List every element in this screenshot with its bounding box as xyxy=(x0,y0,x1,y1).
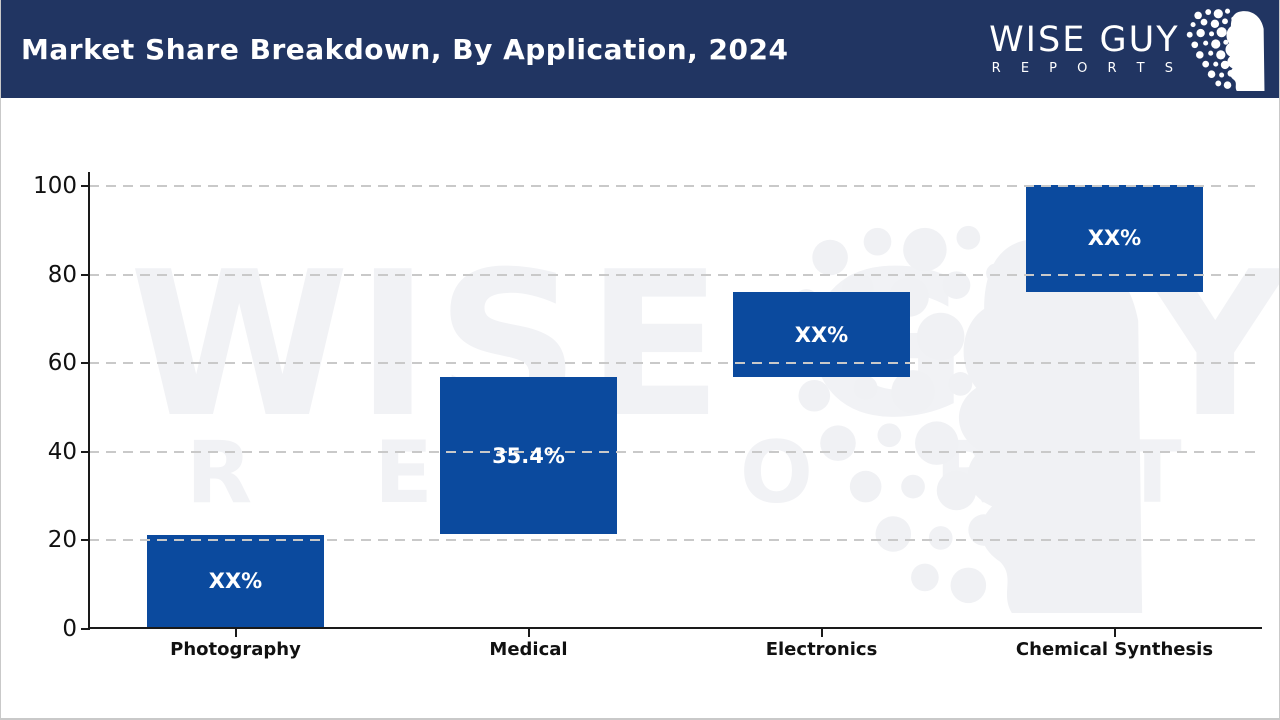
x-category-label: Medical xyxy=(489,639,568,660)
bar-value-label: XX% xyxy=(208,569,263,594)
y-tick-label: 60 xyxy=(47,350,77,377)
dot-face-logo-icon xyxy=(1186,8,1265,91)
y-tick-label: 40 xyxy=(47,438,77,465)
gridline xyxy=(89,539,1261,542)
gridline xyxy=(89,450,1261,453)
y-tick-mark xyxy=(81,450,88,453)
gridline xyxy=(89,273,1261,276)
gridline xyxy=(89,185,1261,187)
logo-text: WISE GUY R E P O R T S xyxy=(988,19,1181,76)
x-tick-mark xyxy=(527,629,530,637)
gridline xyxy=(89,362,1261,365)
chart-area: WISE GUY R E P O R T S 020406080100XX%Ph… xyxy=(1,98,1279,718)
x-tick-mark xyxy=(820,629,823,637)
wise-guy-logo: WISE GUY R E P O R T S xyxy=(988,7,1267,91)
x-tick-mark xyxy=(1113,629,1116,637)
logo-wordmark: WISE GUY xyxy=(989,19,1180,60)
y-tick-mark xyxy=(81,362,88,365)
bar-segment xyxy=(147,534,324,628)
bar-value-label: XX% xyxy=(794,322,849,347)
x-category-label: Electronics xyxy=(765,639,878,660)
y-tick-label: 0 xyxy=(62,616,77,642)
y-tick-mark xyxy=(81,628,88,630)
x-tick-mark xyxy=(234,629,237,637)
x-category-label: Photography xyxy=(170,639,301,660)
y-axis-line xyxy=(88,172,90,630)
page-title: Market Share Breakdown, By Application, … xyxy=(21,32,789,66)
y-tick-mark xyxy=(81,185,88,187)
y-tick-label: 20 xyxy=(47,527,77,554)
x-category-label: Chemical Synthesis xyxy=(1015,639,1214,660)
y-tick-label: 80 xyxy=(47,261,77,288)
report-header: Market Share Breakdown, By Application, … xyxy=(1,0,1279,98)
bar-value-label: 35.4% xyxy=(492,443,565,468)
logo-subtitle: R E P O R T S xyxy=(991,60,1181,76)
bar-value-label: XX% xyxy=(1087,226,1142,251)
bar-segment xyxy=(440,377,617,535)
y-tick-label: 100 xyxy=(33,173,77,199)
y-tick-mark xyxy=(81,273,88,276)
y-tick-mark xyxy=(81,539,88,542)
x-axis-line xyxy=(88,627,1262,629)
